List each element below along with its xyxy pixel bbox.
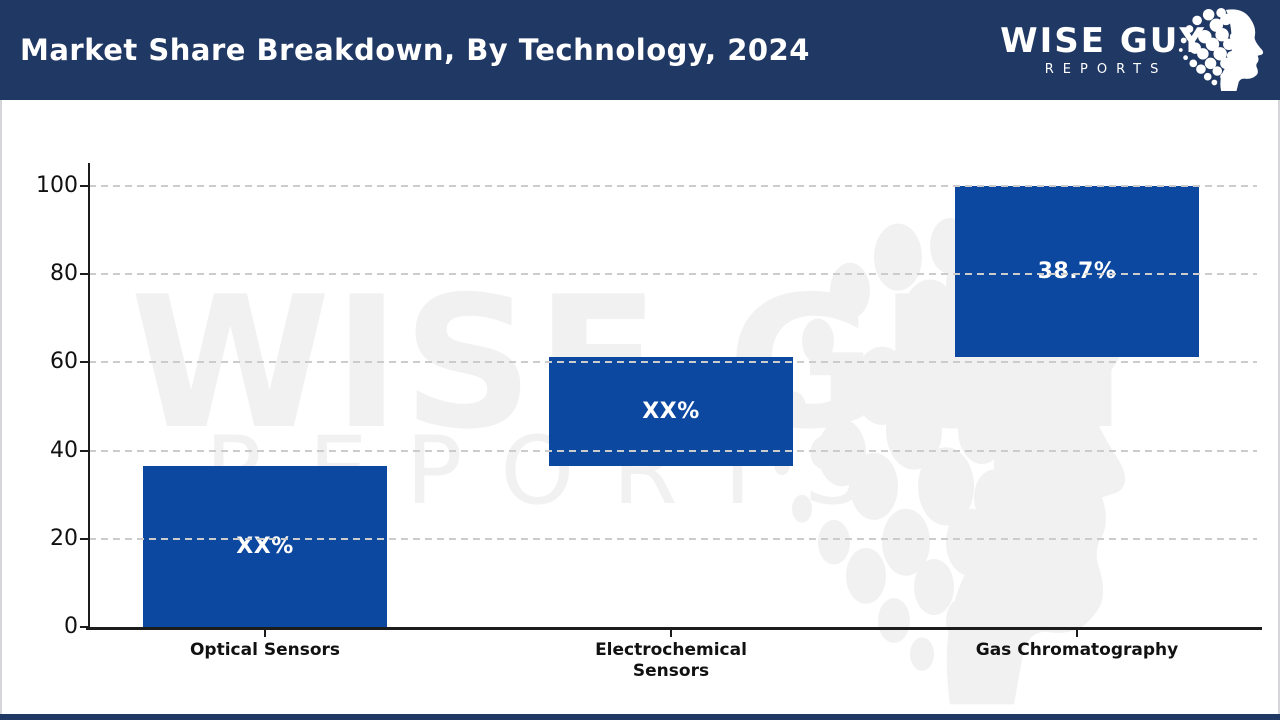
bar-value-label: XX% [642,398,700,424]
brand-logo: WISE GUY REPORTS [1000,6,1272,94]
x-axis-category-label: Optical Sensors [189,640,341,660]
y-axis-tick-label: 100 [36,173,78,198]
bar: 38.7% [955,186,1199,357]
y-axis-tick-label: 80 [50,261,78,287]
grid-line [89,185,1257,187]
y-axis-tick-label: 60 [50,349,78,375]
chart-area: WISE GUY REPORTS 020406080100XX%XX%38.7%… [0,100,1280,720]
bar: XX% [143,466,387,627]
y-axis-tick-label: 40 [50,437,78,463]
y-axis-line [88,163,90,629]
y-axis-tick-mark [80,361,88,364]
bar: XX% [549,356,793,467]
brand-logo-text: WISE GUY REPORTS [1000,22,1206,78]
grid-line [89,361,1257,364]
grid-line [89,537,1257,540]
x-axis-tick-mark [670,629,672,637]
bar-value-label: 38.7% [1037,258,1117,284]
x-axis-line [86,627,1262,630]
brand-name: WISE GUY [1000,21,1206,61]
x-axis-category-label: Gas Chromatography [975,640,1179,660]
plot: 0 20 40 60 80 100 XX% XX% 38.7% Optical Sensors El… [0,100,1280,720]
x-axis-tick-mark [264,629,266,637]
y-axis-tick-label: 0 [64,614,78,639]
y-axis-tick-mark [80,449,88,452]
grid-line [89,273,1257,276]
header-bar: Market Share Breakdown, By Technology, 2… [0,0,1280,100]
y-axis-tick-label: 20 [50,525,78,551]
grid-line [89,449,1257,452]
y-axis-tick-mark [80,185,88,187]
brand-subtitle: REPORTS [1044,62,1168,77]
y-axis-tick-mark [80,273,88,276]
x-axis-category-label: Electrochemical Sensors [595,640,747,681]
page-title: Market Share Breakdown, By Technology, 2… [20,33,810,67]
footer-bar [0,714,1280,720]
y-axis-tick-mark [80,626,88,628]
x-axis-tick-mark [1076,629,1078,637]
y-axis-tick-mark [80,537,88,540]
brand-face-icon [1176,8,1272,92]
